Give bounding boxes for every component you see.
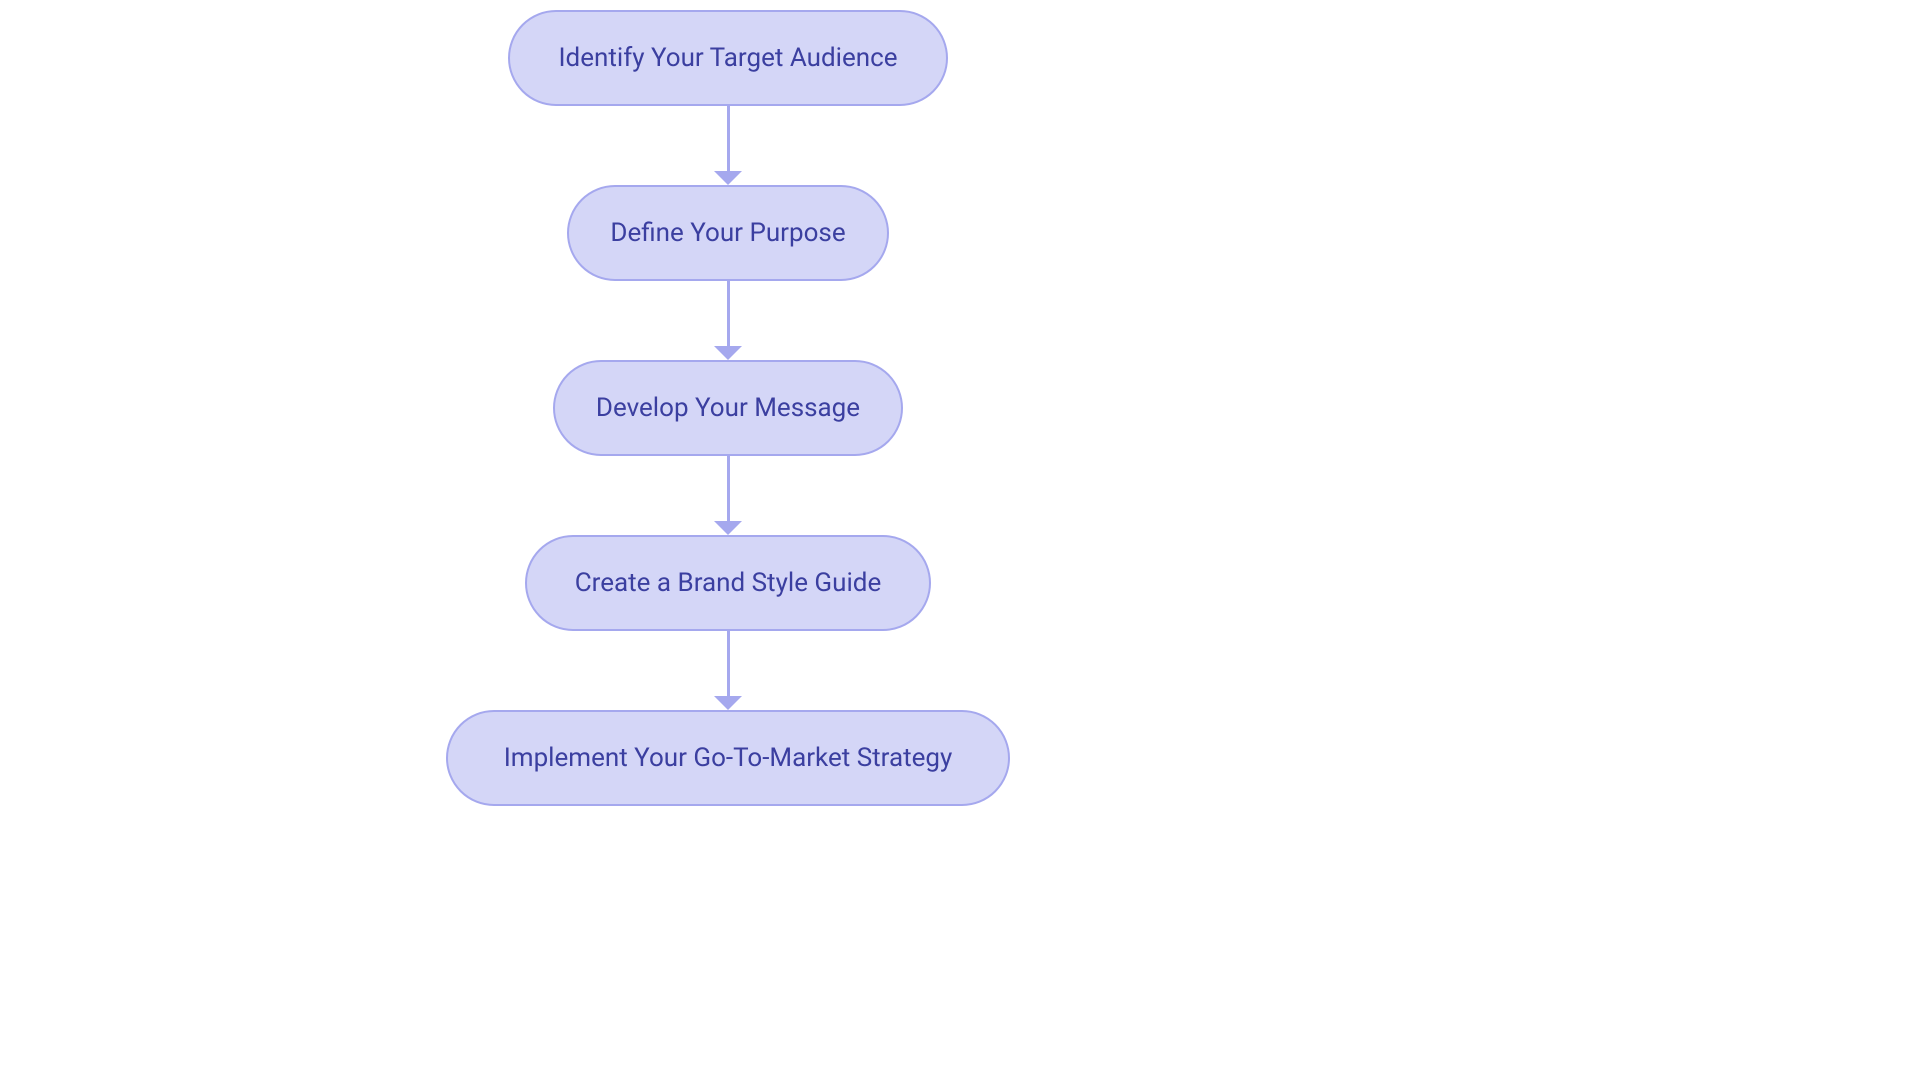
flow-node-label: Implement Your Go-To-Market Strategy <box>504 743 953 773</box>
flow-edge-arrowhead <box>714 521 742 535</box>
flow-node-label: Develop Your Message <box>596 393 860 423</box>
flow-edge-n1-n2 <box>727 106 730 173</box>
flow-node-n5: Implement Your Go-To-Market Strategy <box>446 710 1010 806</box>
flow-edge-arrowhead <box>714 171 742 185</box>
flow-edge-n3-n4 <box>727 456 730 523</box>
flow-node-n2: Define Your Purpose <box>567 185 889 281</box>
flow-edge-arrowhead <box>714 696 742 710</box>
flow-node-label: Create a Brand Style Guide <box>575 568 882 598</box>
flow-node-n4: Create a Brand Style Guide <box>525 535 931 631</box>
flow-edge-arrowhead <box>714 346 742 360</box>
flow-node-label: Define Your Purpose <box>610 218 845 248</box>
flow-node-n3: Develop Your Message <box>553 360 903 456</box>
flow-node-n1: Identify Your Target Audience <box>508 10 948 106</box>
flowchart-canvas: Identify Your Target Audience Define Your… <box>0 0 1920 1083</box>
flow-edge-n4-n5 <box>727 631 730 698</box>
flow-edge-n2-n3 <box>727 281 730 348</box>
flow-node-label: Identify Your Target Audience <box>558 43 897 73</box>
